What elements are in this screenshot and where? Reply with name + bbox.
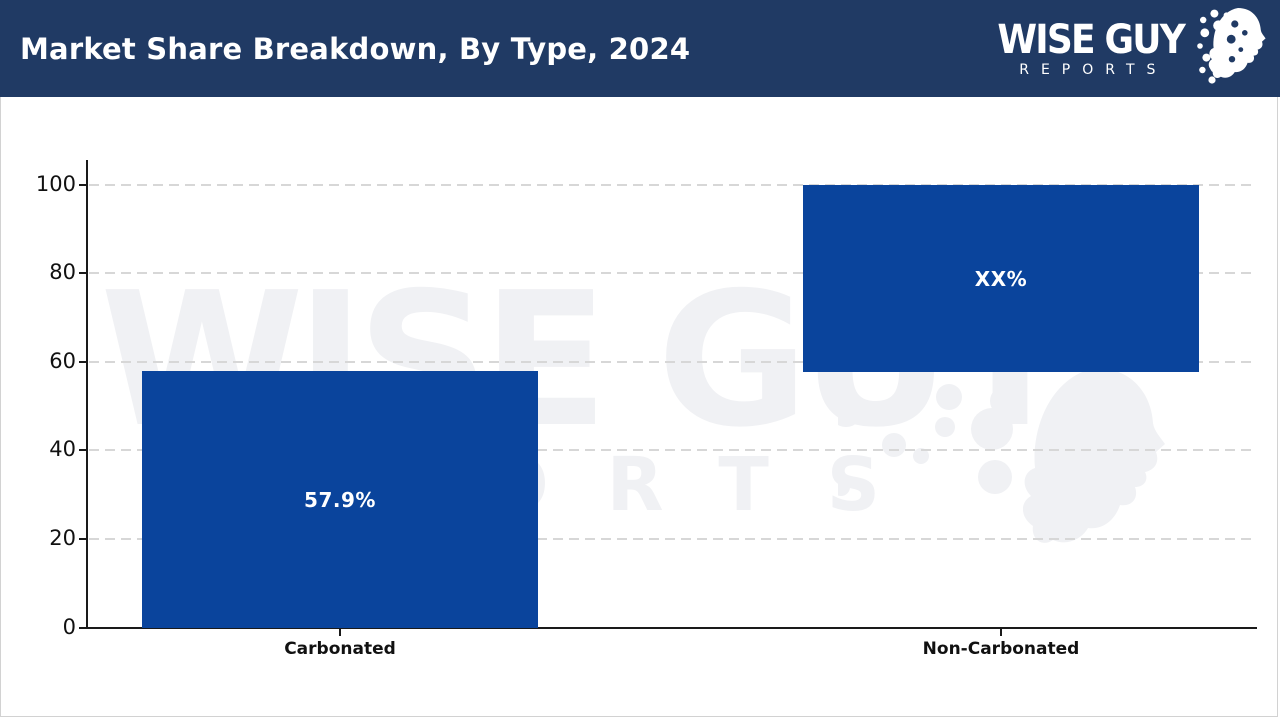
x-axis-line: [86, 627, 1257, 629]
y-tickmark-80: [79, 272, 86, 274]
watermark-face: [838, 368, 1165, 543]
x-tick-label-non-carbonated: Non-Carbonated: [922, 639, 1080, 659]
y-tick-label-40: 40: [49, 437, 76, 461]
y-tickmark-20: [79, 538, 86, 540]
y-axis-line: [86, 160, 88, 629]
brand-logo-text: WISE GUY REPORTS: [987, 20, 1194, 78]
gridline-20: [89, 538, 1256, 540]
chart-title: Market Share Breakdown, By Type, 2024: [20, 31, 691, 66]
y-tick-label-100: 100: [35, 172, 76, 196]
logo-face-icon: [1197, 7, 1266, 84]
gridline-60: [89, 361, 1256, 363]
bar-carbonated: 57.9%: [142, 371, 538, 628]
logo-wordmark: WISE GUY: [997, 16, 1185, 63]
gridline-100: [89, 184, 1256, 186]
y-tick-label-0: 0: [62, 615, 76, 639]
gridline-80: [89, 272, 1256, 274]
y-tick-label-80: 80: [49, 260, 76, 284]
y-tickmark-100: [79, 184, 86, 186]
logo-subtext: REPORTS: [1019, 61, 1168, 78]
x-tickmark-non-carbonated: [1000, 629, 1002, 636]
bar-non-carbonated: XX%: [803, 185, 1199, 372]
y-tick-label-20: 20: [49, 526, 76, 550]
gridline-40: [89, 449, 1256, 451]
y-tickmark-60: [79, 361, 86, 363]
bar-value-label-carbonated: 57.9%: [304, 487, 376, 512]
bar-value-label-non-carbonated: XX%: [974, 266, 1028, 291]
header-bar: Market Share Breakdown, By Type, 2024 WI…: [0, 0, 1280, 97]
brand-logo: WISE GUY REPORTS: [987, 5, 1280, 93]
y-tickmark-40: [79, 449, 86, 451]
x-tickmark-carbonated: [339, 629, 341, 636]
y-tickmark-0: [79, 627, 86, 629]
x-tick-label-carbonated: Carbonated: [284, 639, 396, 659]
y-tick-label-60: 60: [49, 349, 76, 373]
